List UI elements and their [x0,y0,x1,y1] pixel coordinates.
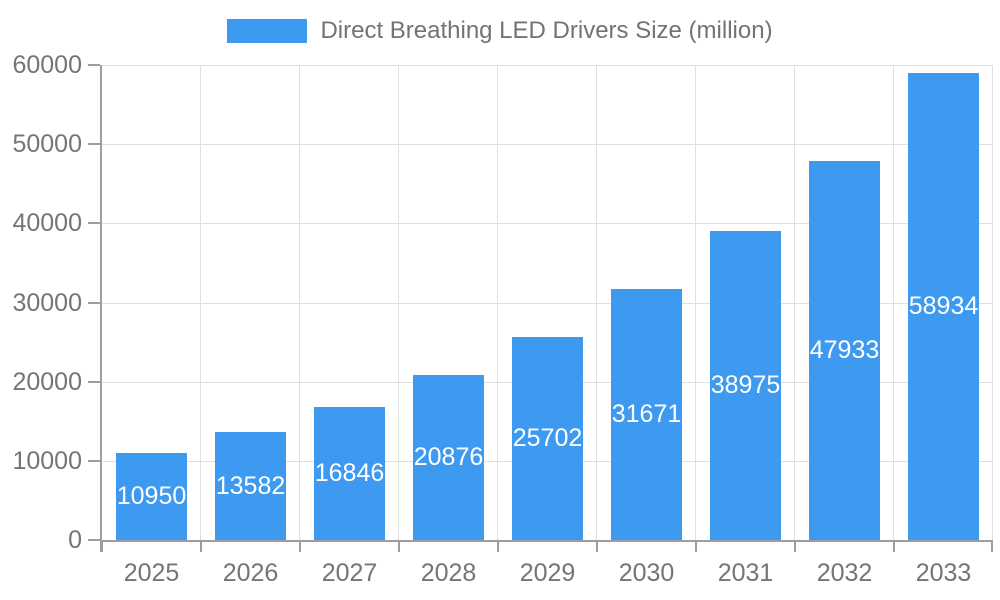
y-axis-line [100,65,102,552]
grid-line-vertical [893,65,894,540]
y-axis-tick [88,143,100,146]
x-axis-label: 2026 [222,559,279,587]
y-axis-label: 50000 [12,130,82,159]
x-axis-label: 2029 [519,559,576,587]
legend-label: Direct Breathing LED Drivers Size (milli… [320,17,773,44]
bar[interactable]: 58934 [908,73,979,540]
grid-line-vertical [299,65,300,540]
grid-line-vertical [695,65,696,540]
grid-line-horizontal [102,302,993,304]
x-axis-tick [893,540,895,552]
bar-value-label: 47933 [809,335,880,364]
x-axis-label: 2027 [321,559,378,587]
x-axis-label: 2028 [420,559,477,587]
x-axis-tick [794,540,796,552]
y-axis-label: 40000 [12,209,82,238]
bar-value-label: 38975 [710,371,781,400]
legend-item[interactable]: Direct Breathing LED Drivers Size (milli… [227,17,773,45]
x-axis-tick [398,540,400,552]
bar-value-label: 16846 [314,458,385,487]
x-axis-label: 2033 [915,559,972,587]
x-axis-label: 2031 [717,559,774,587]
x-axis-tick [101,540,103,552]
bar-value-label: 58934 [908,292,979,321]
x-axis-tick [497,540,499,552]
bar-value-label: 20876 [413,442,484,471]
grid-line-vertical [398,65,399,540]
y-axis-tick [88,222,100,225]
grid-line-horizontal [102,223,993,225]
bar-value-label: 13582 [215,471,286,500]
x-axis-line [100,540,993,542]
y-axis-tick [88,539,100,541]
x-axis-label: 2032 [816,559,873,587]
bar-value-label: 31671 [611,400,682,429]
grid-line-horizontal [102,65,993,66]
legend-swatch [227,19,308,43]
bar-value-label: 10950 [116,482,187,511]
bar[interactable]: 13582 [215,432,286,540]
x-axis-tick [991,540,993,552]
y-axis-tick [88,459,100,462]
y-axis-label: 0 [68,526,82,554]
grid-line-vertical [497,65,498,540]
x-axis-tick [200,540,202,552]
bar[interactable]: 20876 [413,374,484,540]
y-axis-label: 30000 [12,288,82,317]
y-axis-label: 20000 [12,367,82,396]
y-axis-tick [88,64,100,66]
bar[interactable]: 31671 [611,289,682,540]
y-axis-label: 60000 [12,51,82,79]
grid-line-vertical [596,65,597,540]
bar[interactable]: 25702 [512,336,583,540]
bar[interactable]: 16846 [314,406,385,540]
bar-value-label: 25702 [512,423,583,452]
grid-line-vertical [794,65,795,540]
grid-line-vertical [992,65,993,540]
chart-legend: Direct Breathing LED Drivers Size (milli… [0,17,1000,45]
y-axis-tick [88,301,100,304]
x-axis-label: 2025 [123,559,180,587]
x-axis-tick [695,540,697,552]
y-axis-tick [88,380,100,383]
plot-area: 0 10000 20000 30000 40000 50000 60000 10950 2025… [12,52,993,587]
grid-line-vertical [200,65,201,540]
x-axis-label: 2030 [618,559,675,587]
x-axis-tick [596,540,598,552]
bar[interactable]: 47933 [809,160,880,540]
x-axis-tick [299,540,301,552]
y-axis-label: 10000 [12,446,82,475]
bar[interactable]: 38975 [710,231,781,540]
bar[interactable]: 10950 [116,453,187,540]
grid-line-horizontal [102,144,993,146]
